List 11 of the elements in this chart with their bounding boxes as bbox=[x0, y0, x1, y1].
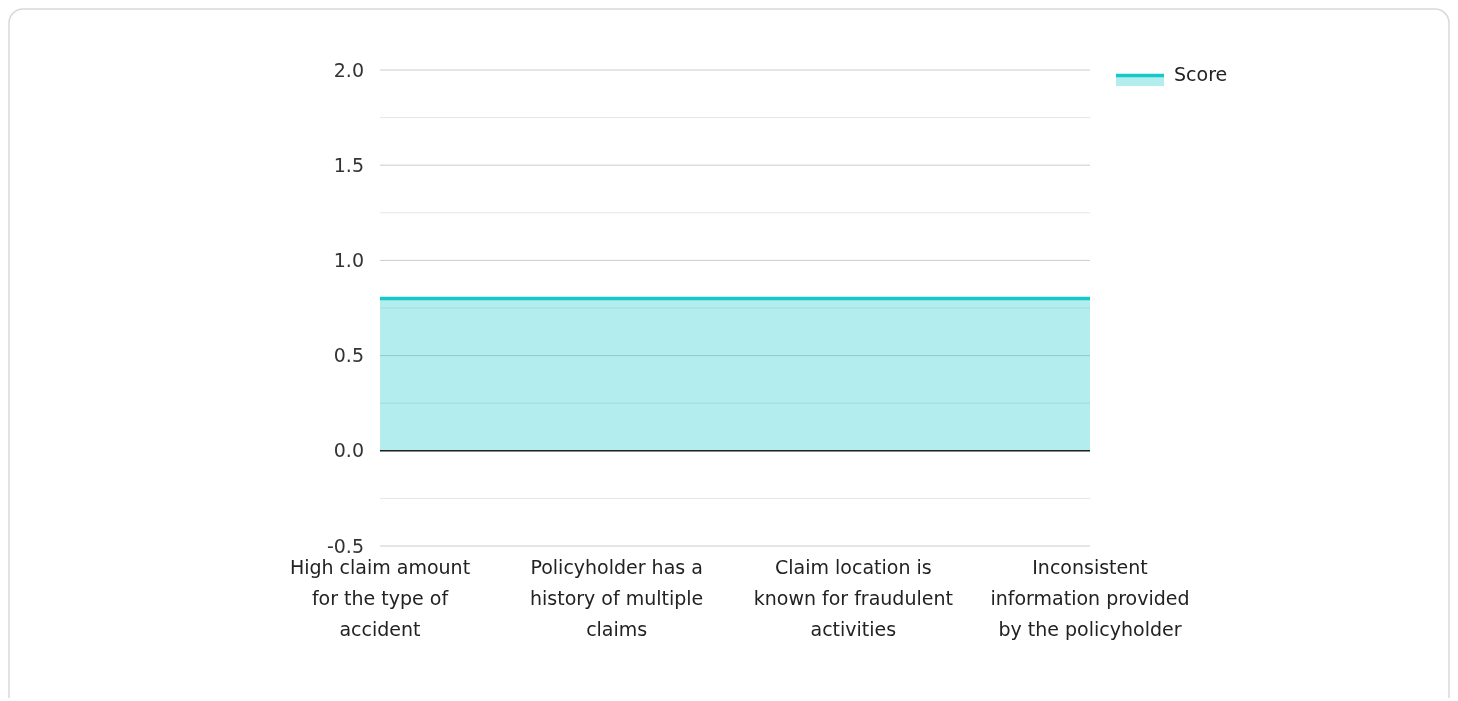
x-tick-label: Inconsistent information provided by the policyholder bbox=[990, 556, 1190, 640]
y-tick-label: -0.5 bbox=[326, 534, 364, 557]
y-tick-label: 0.0 bbox=[333, 439, 364, 462]
y-tick-label: 0.5 bbox=[333, 344, 364, 367]
y-tick-label: 2.0 bbox=[333, 58, 364, 81]
x-tick-label: High claim amount for the type of accident bbox=[289, 556, 471, 640]
legend-label: Score bbox=[1174, 62, 1228, 85]
x-tick-label: Claim location is known for fraudulent activities bbox=[753, 556, 953, 640]
y-tick-label: 1.5 bbox=[333, 153, 364, 176]
x-tick-label: Policyholder has a history of multiple claims bbox=[529, 556, 704, 640]
y-tick-label: 1.0 bbox=[333, 249, 364, 272]
